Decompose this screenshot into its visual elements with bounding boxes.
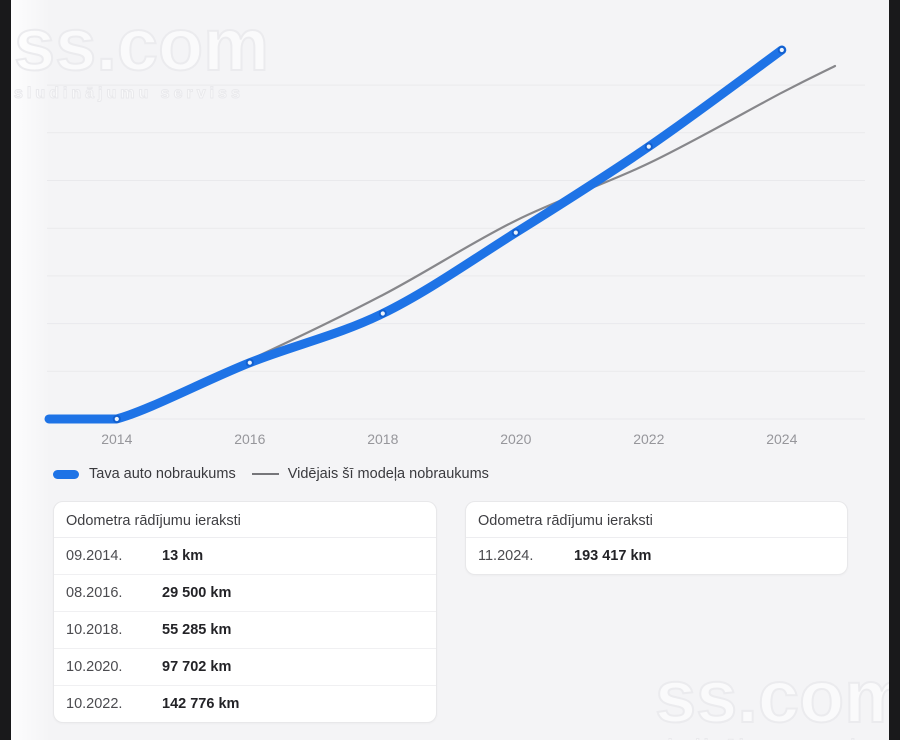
odometer-latest-card: Odometra rādījumu ieraksti 11.2024. 193 … — [465, 501, 848, 575]
table-row: 09.2014. 13 km — [54, 538, 436, 574]
table-row: 10.2022. 142 776 km — [54, 685, 436, 722]
record-value: 29 500 km — [162, 585, 232, 601]
x-axis-label: 2024 — [766, 431, 798, 447]
mileage-chart[interactable]: 2014 2016 2018 2020 2022 2024 — [0, 0, 900, 460]
table-row: 11.2024. 193 417 km — [466, 538, 847, 574]
chart-canvas — [44, 45, 837, 424]
gray-line-swatch-icon — [251, 473, 279, 475]
record-value: 193 417 km — [574, 548, 652, 564]
card-title: Odometra rādījumu ieraksti — [466, 502, 847, 538]
record-value: 97 702 km — [162, 659, 232, 675]
legend-label: Tava auto nobraukums — [89, 466, 236, 482]
record-date: 11.2024. — [478, 548, 534, 564]
left-screen-edge — [0, 0, 11, 740]
record-value: 13 km — [162, 548, 204, 564]
legend-label: Vidējais šī modeļa nobraukums — [287, 466, 489, 482]
blue-pill-swatch-icon — [53, 469, 79, 479]
x-axis-label: 2018 — [367, 431, 399, 447]
table-row: 10.2020. 97 702 km — [54, 648, 436, 685]
ss-com-logo: ss.com — [654, 655, 900, 738]
record-value: 142 776 km — [162, 696, 240, 712]
table-row: 10.2018. 55 285 km — [54, 611, 436, 648]
odometer-records-card: Odometra rādījumu ieraksti 09.2014. 13 k… — [53, 501, 437, 723]
x-axis-label: 2016 — [234, 431, 266, 447]
record-value: 55 285 km — [162, 622, 232, 638]
card-title: Odometra rādījumu ieraksti — [54, 502, 436, 538]
chart-legend: Tava auto nobraukums Vidējais šī modeļa … — [53, 464, 489, 484]
x-axis-label: 2022 — [633, 431, 665, 447]
record-date: 08.2016. — [66, 585, 123, 601]
record-date: 09.2014. — [66, 548, 123, 564]
record-date: 10.2022. — [66, 696, 123, 712]
x-axis-label: 2014 — [101, 431, 133, 447]
record-date: 10.2018. — [66, 622, 123, 638]
table-row: 08.2016. 29 500 km — [54, 574, 436, 611]
record-date: 10.2020. — [66, 659, 123, 675]
right-screen-edge — [889, 0, 900, 740]
legend-item-model-average: Vidējais šī modeļa nobraukums — [251, 466, 489, 482]
watermark-bottom-right: ss.com sludinājumu serviss — [654, 655, 900, 740]
legend-item-your-car: Tava auto nobraukums — [53, 466, 236, 482]
x-axis-label: 2020 — [500, 431, 532, 447]
